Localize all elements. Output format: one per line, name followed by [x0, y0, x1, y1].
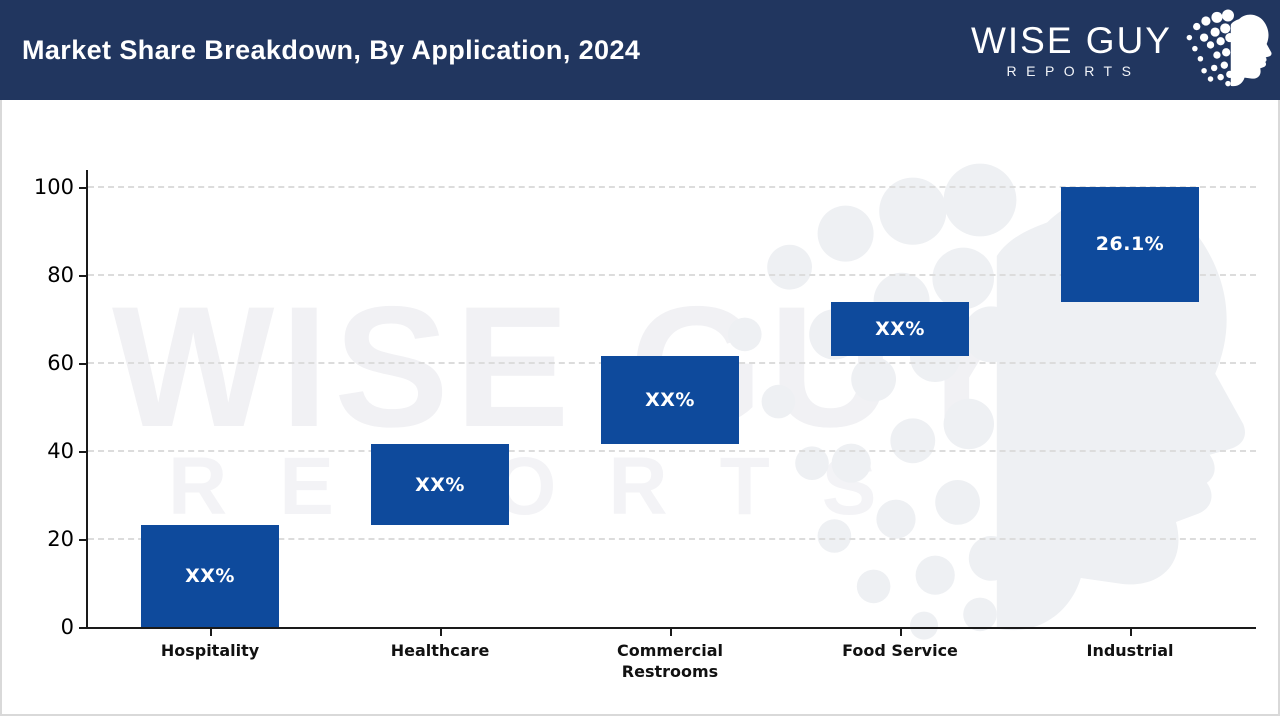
y-tick-label-80: 80 [47, 263, 74, 287]
gridline-100 [88, 186, 1256, 188]
gridline-80 [88, 274, 1256, 276]
page-title: Market Share Breakdown, By Application, … [22, 34, 641, 65]
header: Market Share Breakdown, By Application, … [0, 0, 1280, 100]
y-axis-spine [86, 170, 88, 629]
bar-value-label: XX% [415, 473, 465, 496]
gridline-20 [88, 538, 1256, 540]
y-tickmark-100 [79, 187, 86, 189]
x-category-label: Hospitality [160, 641, 260, 660]
x-tickmark-0 [210, 629, 212, 636]
bar-hospitality: XX% [141, 524, 279, 627]
bar-food-service: XX% [831, 301, 969, 357]
y-tickmark-80 [79, 275, 86, 277]
y-tickmark-40 [79, 451, 86, 453]
x-tickmark-2 [670, 629, 672, 636]
bar-value-label: 26.1% [1095, 233, 1165, 256]
bar-value-label: XX% [185, 564, 235, 587]
wiseguy-logo-text: WISE GUY REPORTS [971, 22, 1172, 79]
x-category-label: Food Service [842, 641, 958, 660]
y-tickmark-0 [79, 627, 86, 629]
x-tickmark-4 [1130, 629, 1132, 636]
gridline-40 [88, 450, 1256, 452]
y-tickmark-20 [79, 539, 86, 541]
bar-value-label: XX% [875, 318, 925, 341]
y-tick-label-60: 60 [47, 351, 74, 375]
bar-value-label: XX% [645, 389, 695, 412]
bar-healthcare: XX% [371, 444, 509, 525]
bar-commercial-restrooms: XX% [601, 356, 739, 445]
y-tick-label-40: 40 [47, 439, 74, 463]
x-category-label: Commercial Restrooms [616, 641, 724, 681]
wiseguy-head-icon [1186, 9, 1272, 87]
y-tickmark-60 [79, 363, 86, 365]
bar-industrial: 26.1% [1061, 187, 1199, 302]
x-tickmark-1 [440, 629, 442, 636]
wiseguy-logo-line2: REPORTS [1006, 62, 1141, 79]
wiseguy-logo: WISE GUY REPORTS [971, 0, 1274, 100]
x-category-label: Industrial [1086, 641, 1174, 660]
watermark-subtext: REPORTS [168, 441, 929, 532]
watermark-head-dots [728, 163, 1245, 676]
wiseguy-logo-line1: WISE GUY [970, 19, 1172, 61]
x-tickmark-3 [900, 629, 902, 636]
x-category-label: Healthcare [390, 641, 490, 660]
y-tick-label-100: 100 [33, 175, 74, 199]
y-tick-label-0: 0 [60, 615, 74, 639]
x-axis-spine [86, 627, 1256, 629]
y-tick-label-20: 20 [47, 527, 74, 551]
